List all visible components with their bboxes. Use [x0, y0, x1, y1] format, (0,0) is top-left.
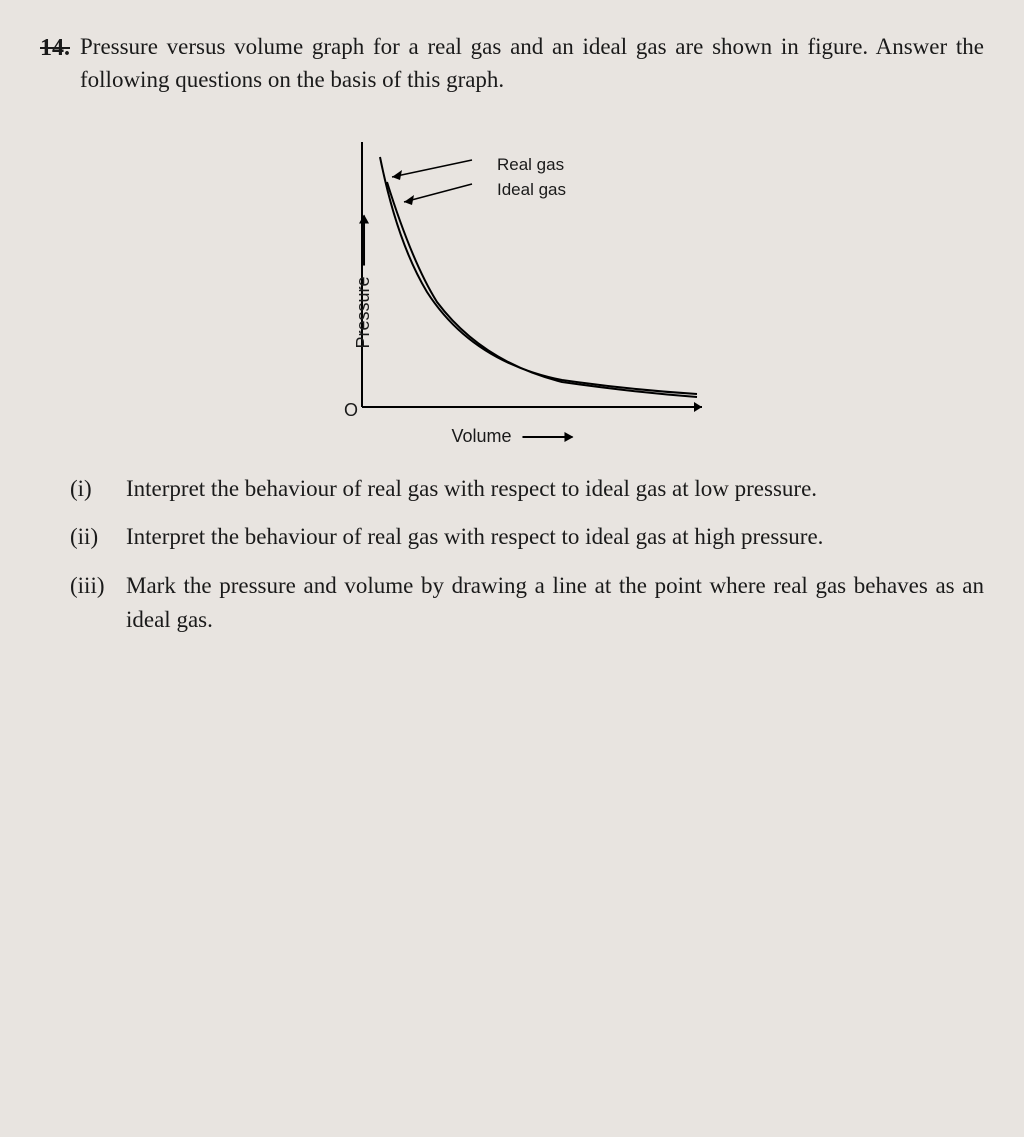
sub-question-text: Interpret the behaviour of real gas with…	[126, 520, 984, 555]
real-gas-pointer-arrow	[392, 170, 402, 180]
x-axis-arrow-icon	[523, 436, 573, 438]
sub-question-number: (ii)	[70, 520, 120, 555]
ideal-gas-label-text: Ideal gas	[497, 177, 566, 203]
sub-question-text: Mark the pressure and volume by drawing …	[126, 569, 984, 638]
ideal-gas-label: Ideal gas	[497, 177, 566, 203]
y-axis-label-text: Pressure	[353, 276, 373, 348]
real-gas-label-text: Real gas	[497, 152, 564, 178]
real-gas-pointer	[392, 160, 472, 177]
x-axis-label-text: Volume	[451, 426, 511, 446]
question-text: Pressure versus volume graph for a real …	[80, 30, 984, 97]
sub-question-item: (i) Interpret the behaviour of real gas …	[70, 472, 984, 507]
sub-question-text: Interpret the behaviour of real gas with…	[126, 472, 984, 507]
sub-question-item: (iii) Mark the pressure and volume by dr…	[70, 569, 984, 638]
x-axis-label: Volume	[451, 423, 572, 450]
sub-questions-list: (i) Interpret the behaviour of real gas …	[70, 472, 984, 638]
pv-graph: Pressure Volume O Real gas Ideal gas	[302, 122, 722, 442]
question-number: 14.	[40, 30, 70, 66]
y-axis-label: Pressure	[350, 215, 377, 348]
real-gas-label: Real gas	[497, 152, 564, 178]
sub-question-number: (i)	[70, 472, 120, 507]
sub-question-number: (iii)	[70, 569, 120, 638]
x-axis-arrow	[694, 402, 702, 412]
question-header: 14. Pressure versus volume graph for a r…	[40, 30, 984, 97]
y-axis-arrow-icon	[363, 215, 365, 265]
ideal-gas-pointer-arrow	[404, 195, 414, 205]
sub-question-item: (ii) Interpret the behaviour of real gas…	[70, 520, 984, 555]
ideal-gas-pointer	[404, 184, 472, 202]
origin-label: O	[344, 397, 358, 424]
ideal-gas-curve	[387, 182, 697, 397]
